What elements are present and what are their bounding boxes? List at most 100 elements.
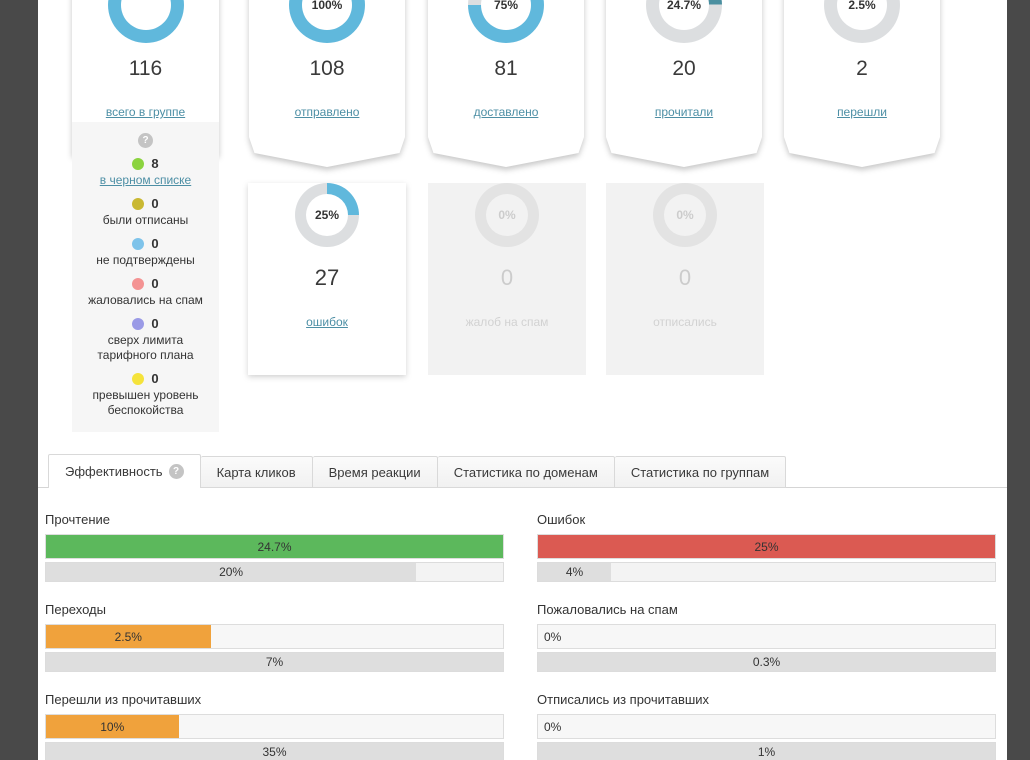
tab-inactive[interactable]: Время реакции — [312, 456, 438, 488]
metric-bar-average: 4% — [537, 562, 996, 582]
stat-card-wrap: 25% 27 ошибок — [248, 153, 406, 375]
legend-dot-icon — [132, 237, 145, 250]
donut-chart: 100% — [289, 0, 365, 43]
legend-row: 0 — [72, 371, 219, 386]
stat-link[interactable]: прочитали — [654, 105, 714, 119]
legend-label: жаловались на спам — [88, 293, 203, 307]
legend-label: были отписаны — [102, 213, 189, 227]
stat-link[interactable]: ошибок — [306, 315, 348, 329]
metric-title: Ошибок — [537, 512, 586, 527]
stat-card-wrap: 0% 0 отписались — [606, 153, 764, 375]
stat-card: 24.7% 20 прочитали — [606, 0, 762, 167]
stat-value: 0 — [678, 265, 692, 290]
legend-dot-icon — [132, 317, 145, 330]
stat-value: 116 — [128, 57, 163, 80]
stat-card: 0% 0 отписались — [606, 183, 764, 375]
legend-row: 0 — [72, 196, 219, 211]
metric-title: Отписались из прочитавших — [537, 692, 710, 707]
tab-active[interactable]: Эффективность? — [48, 454, 201, 488]
legend-value: 0 — [151, 196, 159, 211]
legend-value: 0 — [151, 316, 159, 331]
metric-bar-fill: 10% — [46, 715, 179, 738]
legend-items: 8 в черном списке 0 были отписаны 0 не подтве… — [72, 156, 219, 418]
stat-card: 100% 108 отправлено — [249, 0, 405, 167]
legend-value: 0 — [151, 236, 159, 251]
metric-bar-average: 1% — [537, 742, 996, 760]
metric-title: Перешли из прочитавших — [45, 692, 202, 707]
legend-dot-icon — [132, 277, 145, 290]
legend-value: 8 — [151, 156, 159, 171]
tab-label: Карта кликов — [216, 464, 296, 480]
metric-bar-average: 20% — [45, 562, 504, 582]
stat-card-wrap: 0% 0 жалоб на спам — [428, 153, 586, 375]
legend-row: 0 — [72, 316, 219, 331]
legend-label: превышен уровень беспокойства — [92, 388, 199, 417]
stat-card-wrap: 100% 108 отправлено — [249, 0, 405, 167]
tab-inactive[interactable]: Статистика по доменам — [437, 456, 615, 488]
legend-row: 8 — [72, 156, 219, 171]
donut-percent-label: 25% — [314, 208, 340, 222]
metric-bar-main: 2.5% — [45, 624, 504, 649]
stat-card-wrap: 24.7% 20 прочитали — [606, 0, 762, 167]
stats-dashboard: 116 всего в группе 100% 108 отправлено 75% 81 д… — [38, 0, 1007, 760]
metric-bar-average: 0.3% — [537, 652, 996, 672]
donut-chart: 2.5% — [824, 0, 900, 43]
metric-bar-main: 25% — [537, 534, 996, 559]
metric-bar-fill: 0.3% — [538, 653, 995, 671]
donut-percent-label — [108, 0, 184, 43]
stat-link[interactable]: всего в группе — [105, 105, 186, 119]
metric-title: Переходы — [45, 602, 106, 617]
tab-inactive[interactable]: Карта кликов — [200, 456, 313, 488]
metric-bar-fill: 25% — [538, 535, 995, 558]
effectiveness-panel: Прочтение 24.7% 20% Переходы 2.5% 7% Перешли и… — [38, 487, 1007, 760]
metric-bar-fill: 2.5% — [46, 625, 211, 648]
stat-link[interactable]: отправлено — [294, 105, 360, 119]
stat-link[interactable]: перешли — [837, 105, 887, 119]
metric-section: Ошибок 25% 4% — [537, 512, 996, 582]
effectiveness-metrics: Прочтение 24.7% 20% Переходы 2.5% 7% Перешли и… — [38, 488, 1007, 760]
stat-value: 81 — [494, 57, 518, 80]
metrics-column: Ошибок 25% 4% Пожаловались на спам 0% 0.3% Отп… — [537, 512, 996, 760]
stat-link[interactable]: доставлено — [473, 105, 539, 119]
metric-bar-label: 0% — [544, 719, 562, 734]
stat-link: отписались — [653, 315, 717, 329]
donut-chart: 0% — [475, 183, 539, 247]
stat-value: 2 — [856, 57, 868, 80]
subscribers-legend-panel: ? 8 в черном списке 0 были отписаны 0 не подт… — [72, 122, 219, 432]
tab-inactive[interactable]: Статистика по группам — [614, 456, 787, 488]
metric-bar-fill: 4% — [538, 563, 612, 581]
tab-label: Статистика по группам — [630, 464, 770, 480]
metric-section: Пожаловались на спам 0% 0.3% — [537, 602, 996, 672]
metric-bar-fill: 24.7% — [46, 535, 503, 558]
donut-chart: 24.7% — [646, 0, 722, 43]
legend-label-link[interactable]: в черном списке — [99, 173, 192, 187]
donut-percent-label: 0% — [676, 208, 694, 222]
help-icon[interactable]: ? — [138, 133, 153, 148]
stat-value: 0 — [500, 265, 514, 290]
donut-percent-label: 75% — [493, 0, 519, 12]
legend-row: 0 — [72, 236, 219, 251]
stat-value: 108 — [309, 57, 345, 80]
legend-item: 0 сверх лимита тарифного плана — [72, 316, 219, 363]
metric-bar-main: 0% — [537, 714, 996, 739]
legend-value: 0 — [151, 276, 159, 291]
legend-item: 8 в черном списке — [72, 156, 219, 188]
metric-section: Переходы 2.5% 7% — [45, 602, 504, 672]
donut-chart: 25% — [295, 183, 359, 247]
metrics-column: Прочтение 24.7% 20% Переходы 2.5% 7% Перешли и… — [45, 512, 504, 760]
metric-section: Перешли из прочитавших 10% 35% — [45, 692, 504, 760]
legend-label: не подтверждены — [96, 253, 195, 267]
metric-bar-main: 0% — [537, 624, 996, 649]
donut-percent-label: 0% — [498, 208, 516, 222]
metric-bar-average: 7% — [45, 652, 504, 672]
metric-title: Пожаловались на спам — [537, 602, 678, 617]
donut-percent-label: 2.5% — [848, 0, 876, 12]
metric-bar-label: 0% — [544, 629, 562, 644]
help-icon[interactable]: ? — [168, 464, 184, 479]
donut-percent-label: 24.7% — [666, 0, 702, 12]
metric-section: Прочтение 24.7% 20% — [45, 512, 504, 582]
legend-item: 0 жаловались на спам — [72, 276, 219, 308]
metric-bar-fill: 35% — [46, 743, 503, 760]
metric-section: Отписались из прочитавших 0% 1% — [537, 692, 996, 760]
donut-chart: 75% — [468, 0, 544, 43]
